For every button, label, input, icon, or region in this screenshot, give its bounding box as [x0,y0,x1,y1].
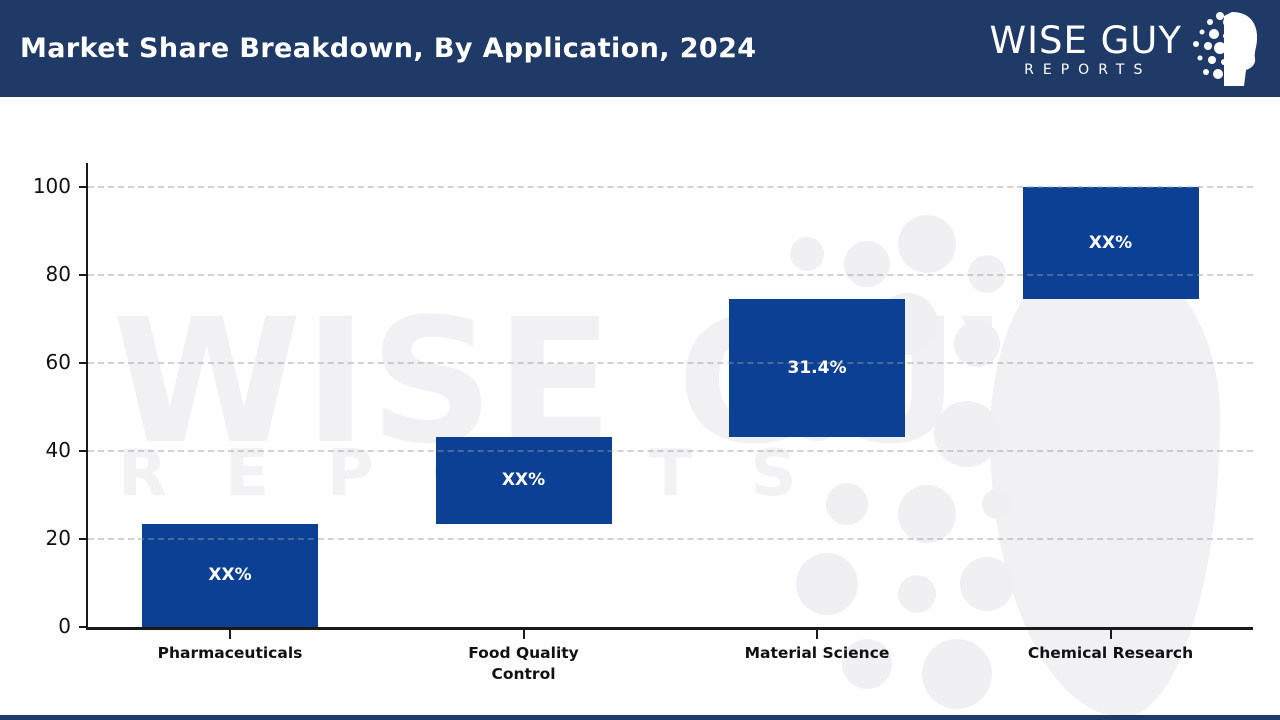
y-tick-label-100: 100 [32,174,71,198]
y-axis-line [86,163,88,629]
y-tick-label-0: 0 [58,614,71,638]
header-banner: Market Share Breakdown, By Application, … [0,0,1280,97]
category-label-0: Pharmaceuticals [157,644,303,662]
y-tick-label-40: 40 [45,438,71,462]
y-tick-0 [79,626,88,628]
bar-food-quality-control: XX% [435,436,612,524]
bar-chemical-research: XX% [1022,187,1199,299]
category-label-2: Material Science [744,644,890,662]
page-title: Market Share Breakdown, By Application, … [20,33,757,64]
y-tick-20 [79,538,88,540]
bar-value-label: XX% [208,565,252,586]
y-tick-100 [79,186,88,188]
bar-material-science: 31.4% [729,298,905,437]
gridline-y40 [88,450,1253,452]
gridline-y20 [88,538,1253,540]
bar-pharmaceuticals: XX% [142,523,318,627]
x-tick-0 [229,630,231,639]
logo-face-icon [1193,12,1258,86]
y-tick-40 [79,450,88,452]
gridline-y100 [88,186,1253,188]
gridline-y60 [88,362,1253,364]
bar-value-label: 31.4% [787,357,847,378]
x-tick-3 [1109,630,1112,639]
y-tick-80 [79,274,88,276]
footer-strip [0,715,1280,720]
chart-canvas: WISE GUY REPORTS 020406080100XX%Pharmace… [0,97,1280,717]
background-watermark-dots [790,237,824,271]
y-tick-label-20: 20 [45,526,71,550]
gridline-y80 [88,274,1253,276]
category-label-1: Food Quality Control [468,644,579,683]
y-tick-label-80: 80 [45,262,71,286]
logo-text: WISE GUY REPORTS [990,22,1182,77]
y-tick-label-60: 60 [45,350,71,374]
wise-guy-reports-logo: WISE GUY REPORTS [990,8,1262,90]
x-axis-line [86,627,1253,630]
logo-wordmark: WISE GUY [989,18,1182,62]
bar-value-label: XX% [1088,232,1133,253]
x-tick-1 [522,630,525,639]
y-tick-60 [79,362,88,364]
bar-value-label: XX% [501,470,546,491]
logo-subtitle: REPORTS [1024,61,1152,78]
category-label-3: Chemical Research [1027,644,1194,662]
x-tick-2 [816,630,818,639]
